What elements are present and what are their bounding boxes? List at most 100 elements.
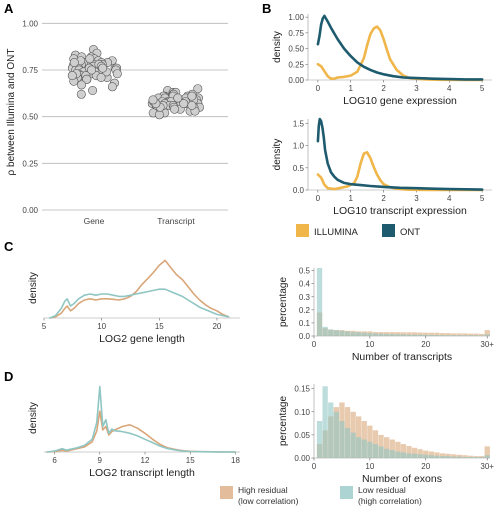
D2-bar (411, 453, 418, 458)
B2-x-tick-label: 1 (348, 194, 353, 203)
D1-series-line-1 (46, 385, 237, 453)
A-x-tick-label: Transcript (157, 216, 195, 226)
C2-bar (378, 333, 384, 336)
D2-bar (462, 455, 468, 458)
legend-label-cd-1-1: (high correlation) (358, 496, 422, 506)
B1-x-tick-label: 0 (316, 84, 321, 93)
A-point (107, 82, 117, 92)
B1-x-tick-label: 5 (480, 84, 485, 93)
D2-bar (479, 457, 485, 458)
D2-bar (456, 456, 462, 458)
D2-bar (350, 432, 356, 458)
D2-bar (467, 455, 474, 458)
C2-bar (439, 335, 446, 336)
D1-x-label: LOG2 transcript length (89, 467, 195, 479)
C2-bar (417, 334, 423, 336)
D2-bar (333, 411, 339, 459)
B2-x-tick-label: 0 (316, 194, 321, 203)
A-point (187, 101, 197, 111)
D2-bar (389, 439, 395, 458)
D2-bar (451, 456, 457, 458)
D2-bar (339, 421, 345, 458)
C2-y-tick-label: 0.4 (299, 280, 311, 289)
D1-x-tick-label: 9 (98, 456, 103, 465)
C2-x-tick-label: 10 (365, 340, 374, 349)
D2-bar (400, 452, 406, 458)
C2-bar (322, 326, 328, 336)
D2-bar (367, 441, 373, 458)
B1-series-line-0 (316, 25, 484, 82)
A-y-tick-label: 1.00 (22, 19, 38, 28)
C2-bar (451, 333, 457, 336)
D2-bar (411, 447, 418, 458)
C2-x-label: Number of transcripts (352, 351, 452, 363)
C2-bar (389, 334, 395, 336)
C2-y-tick-label: 0.3 (299, 293, 311, 302)
C2-y-tick-label: 0.2 (299, 306, 311, 315)
C2-bar (400, 332, 406, 336)
C2-bar (456, 333, 462, 336)
legend-label-ont: ONT (400, 227, 420, 238)
C2-bar (473, 333, 479, 336)
C2-bar (350, 332, 356, 336)
A-y-tick-label: 0.00 (22, 206, 38, 215)
D2-bar (395, 451, 401, 458)
legend-swatch-ont (382, 224, 395, 237)
B1-series-line-1 (316, 14, 484, 81)
D2-bar (406, 453, 412, 458)
C2-bar (484, 330, 490, 336)
D2-bar (484, 455, 490, 458)
B2-y-tick-label: 0.5 (293, 164, 305, 173)
A-y-tick-label: 0.50 (22, 113, 38, 122)
B2-x-label: LOG10 transcript expression (333, 205, 467, 217)
C2-y-tick-label: 0.0 (299, 332, 311, 341)
B1-x-tick-label: 1 (348, 84, 353, 93)
C2-bar (467, 335, 474, 336)
A-point (112, 69, 122, 79)
D2-bar (356, 437, 362, 458)
A-point (77, 80, 87, 90)
D2-bar (439, 456, 446, 458)
C2-bar (451, 335, 457, 336)
D2-y-tick-label: 0.05 (294, 431, 310, 440)
B1-y-label: density (272, 31, 283, 63)
C2-bar (445, 335, 451, 336)
C1-x-tick-label: 10 (97, 322, 106, 331)
A-point (193, 84, 203, 94)
B1-x-tick-label: 3 (414, 84, 419, 93)
C2-bar (434, 335, 440, 336)
D1-x-tick-label: 18 (231, 456, 240, 465)
D2-bar (316, 421, 323, 458)
A-point (67, 71, 77, 81)
A-point (87, 65, 97, 75)
C2-bar (406, 334, 412, 336)
D2-bar (462, 457, 468, 458)
B2-x-tick-label: 2 (381, 194, 386, 203)
B2-y-tick-label: 1.0 (293, 142, 305, 151)
D2-y-label: percentage (278, 396, 289, 446)
D2-bar (428, 451, 434, 458)
D2-bar (484, 446, 490, 458)
D1-x-tick-label: 12 (141, 456, 150, 465)
B1-x-tick-label: 2 (381, 84, 386, 93)
B2-y-tick-label: 0.0 (293, 186, 305, 195)
D2-bar (417, 449, 423, 458)
A-point (187, 91, 197, 101)
B2-y-label: density (272, 139, 283, 171)
C2-bar (434, 332, 440, 336)
A-y-tick-label: 0.25 (22, 159, 38, 168)
D2-bar (378, 446, 384, 458)
A-point (98, 63, 108, 73)
D2-y-tick-label: 0.00 (294, 454, 310, 463)
C2-x-tick-label: 20 (421, 340, 430, 349)
D2-bar (400, 444, 406, 458)
A-point (173, 93, 183, 103)
D2-bar (417, 454, 423, 458)
B1-y-tick-label: 0.25 (288, 60, 304, 69)
C2-bar (395, 332, 401, 336)
D2-bar (395, 441, 401, 458)
A-point (85, 54, 95, 64)
D1-x-tick-label: 6 (52, 456, 57, 465)
C2-bar (411, 334, 418, 336)
